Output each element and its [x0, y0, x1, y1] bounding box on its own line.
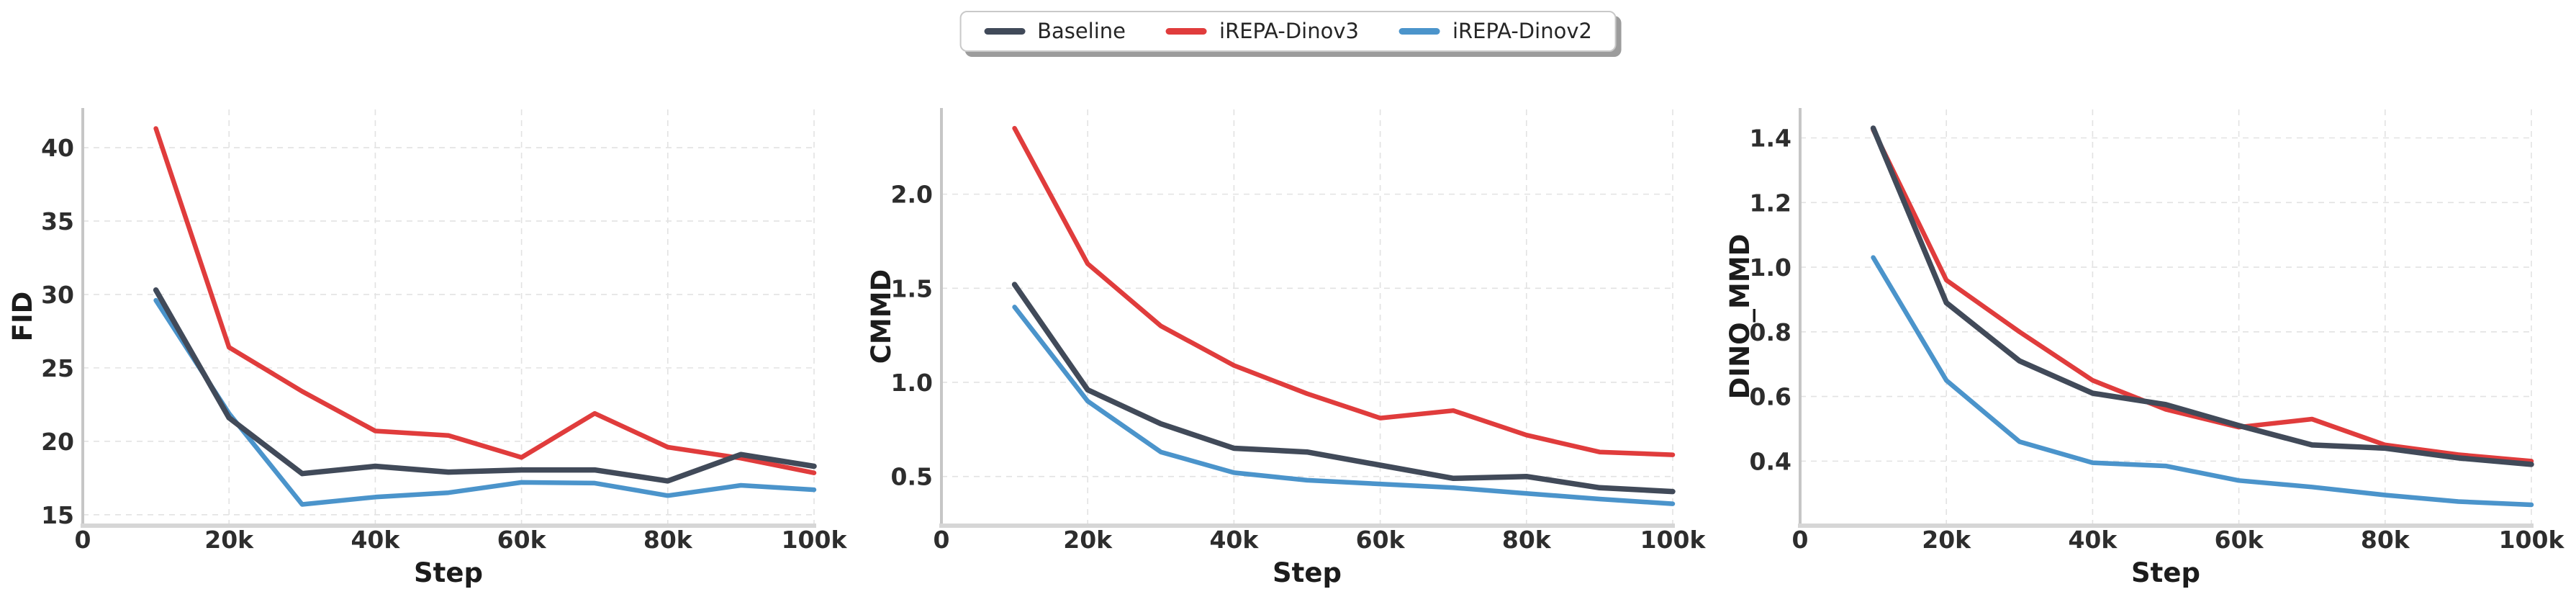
series-line-irepa-dinov2: [1871, 255, 2534, 508]
legend-swatch-baseline: [984, 28, 1026, 35]
chart-panel-dino-mmd: 0 20k 40k 60k 80k 100k 0.4 0.6 0.8 1.0 1.2 1.4 Step D…: [1717, 0, 2576, 602]
x-tick-label: 100k: [2499, 526, 2565, 554]
x-tick-label: 80k: [643, 526, 693, 554]
chart-svg-cmmd: 0 20k 40k 60k 80k 100k 0.5 1.0 1.5 2.0 Step CMMD: [866, 108, 1707, 588]
x-tick-label: 0: [75, 526, 91, 554]
series-line-irepa-dinov3: [1012, 125, 1676, 457]
y-tick-label: 1.0: [891, 369, 933, 397]
y-tick-label: 1.2: [1750, 189, 1791, 217]
y-tick-label: 1.5: [891, 274, 933, 302]
y-tick-label: 40: [41, 134, 74, 162]
legend-item-irepa-dinov2: iREPA-Dinov2: [1398, 19, 1592, 43]
legend-item-irepa-dinov3: iREPA-Dinov3: [1166, 21, 1359, 42]
y-tick-label: 30: [41, 281, 74, 309]
x-tick-label: 20k: [1922, 526, 1971, 554]
gridlines: [82, 109, 815, 524]
series-line-baseline: [1011, 282, 1676, 495]
x-tick-label: 40k: [2068, 526, 2118, 554]
chart-svg-fid: 0 20k 40k 60k 80k 100k 15 20 25 30 35 40 Step FID: [7, 108, 848, 588]
series-line-irepa-dinov2: [153, 297, 817, 507]
legend-label: Baseline: [1037, 19, 1126, 43]
y-axis-label: DINO_MMD: [1725, 234, 1755, 400]
chart-svg-dino-mmd: 0 20k 40k 60k 80k 100k 0.4 0.6 0.8 1.0 1.2 1.4 Step D…: [1725, 108, 2565, 588]
y-tick-label: 25: [41, 354, 74, 382]
y-tick-label: 15: [41, 501, 74, 529]
x-tick-label: 80k: [1502, 526, 1552, 554]
gridlines: [941, 109, 1673, 524]
x-tick-label: 20k: [204, 526, 254, 554]
legend-swatch-irepa-dinov3: [1166, 28, 1208, 35]
chart-panel-cmmd: 0 20k 40k 60k 80k 100k 0.5 1.0 1.5 2.0 Step CMMD: [859, 0, 1717, 602]
x-tick-label: 60k: [2215, 526, 2264, 554]
chart-panel-fid: 0 20k 40k 60k 80k 100k 15 20 25 30 35 40 Step FID: [0, 0, 859, 602]
y-tick-label: 0.8: [1750, 318, 1791, 346]
series-line-baseline: [153, 287, 817, 484]
y-tick-label: 1.0: [1750, 253, 1791, 282]
x-tick-label: 100k: [1640, 526, 1707, 554]
series-line-irepa-dinov2: [1012, 305, 1676, 506]
legend-label: iREPA-Dinov2: [1452, 19, 1592, 43]
y-tick-label: 20: [41, 428, 74, 456]
x-axis-label: Step: [2131, 557, 2200, 588]
y-axis-label: CMMD: [866, 269, 897, 364]
x-axis-label: Step: [414, 557, 483, 588]
x-tick-label: 80k: [2361, 526, 2410, 554]
series-line-irepa-dinov3: [1871, 127, 2534, 464]
y-tick-label: 2.0: [891, 181, 933, 209]
gridlines: [1799, 109, 2532, 524]
y-axis-label: FID: [7, 292, 38, 342]
y-tick-label: 0.6: [1750, 383, 1791, 411]
x-tick-label: 0: [934, 526, 950, 554]
legend-label: iREPA-Dinov3: [1219, 19, 1359, 43]
x-tick-label: 100k: [782, 526, 848, 554]
x-axis-label: Step: [1273, 557, 1342, 588]
x-tick-label: 40k: [351, 526, 400, 554]
legend: Baseline iREPA-Dinov3 iREPA-Dinov2: [959, 11, 1617, 52]
x-tick-label: 40k: [1209, 526, 1259, 554]
series-line-baseline: [1870, 125, 2534, 467]
legend-swatch-irepa-dinov2: [1398, 28, 1440, 35]
x-tick-label: 20k: [1063, 526, 1113, 554]
y-tick-label: 0.4: [1750, 447, 1791, 475]
legend-item-baseline: Baseline: [984, 21, 1126, 42]
y-tick-label: 35: [41, 207, 74, 235]
x-tick-label: 0: [1792, 526, 1809, 554]
x-tick-label: 60k: [1356, 526, 1406, 554]
series-line-irepa-dinov3: [153, 126, 817, 475]
y-tick-label: 1.4: [1750, 125, 1791, 153]
x-tick-label: 60k: [497, 526, 547, 554]
y-tick-label: 0.5: [891, 463, 933, 491]
